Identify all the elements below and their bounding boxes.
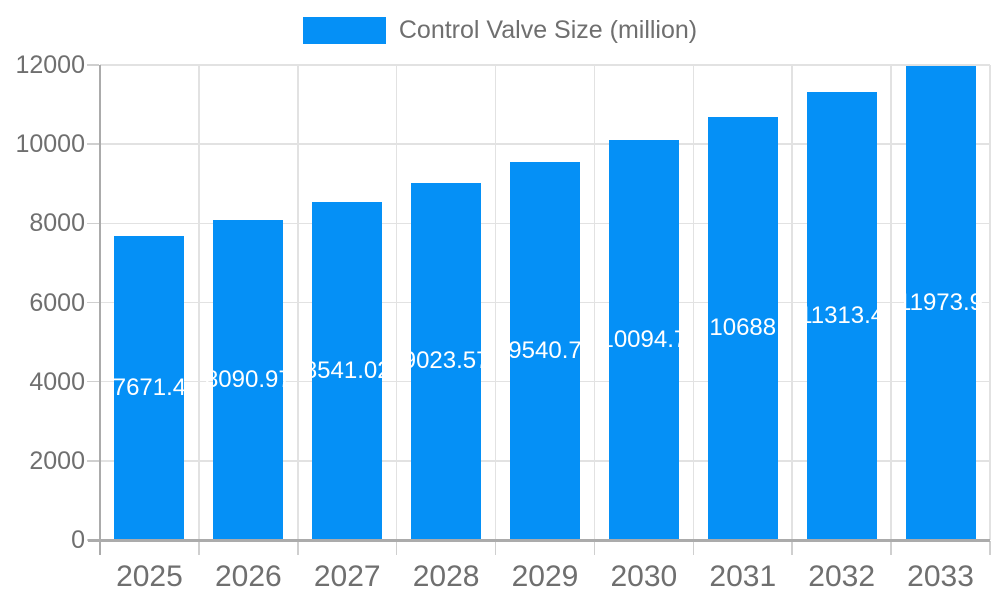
bar[interactable] [608,140,679,540]
y-tick-mark [87,301,99,304]
bar-value-label: 7671.4 [112,374,187,402]
x-tick-mark [395,541,398,555]
bar-value-label: 11313.4 [799,302,885,330]
x-tick-mark [791,541,793,555]
y-axis-tick-label: 2000 [29,446,85,475]
bar-value-label: 10688 [709,314,777,342]
x-tick-mark [692,541,695,555]
y-axis-tick-label: 10000 [15,130,85,159]
x-tick-mark [198,541,200,555]
bar[interactable] [806,92,877,540]
x-axis-tick-label: 2025 [116,560,183,593]
v-gridline [395,65,398,540]
bar[interactable] [411,182,482,540]
v-gridline [198,65,200,540]
x-axis-tick-label: 2026 [214,560,282,593]
x-axis-tick-label: 2029 [511,560,579,593]
bar[interactable] [905,66,976,540]
legend-label: Control Valve Size (million) [398,16,698,44]
x-axis-line [88,539,990,542]
y-axis-tick-label: 8000 [29,209,85,238]
x-tick-mark [297,541,299,555]
v-gridline [692,65,695,540]
y-tick-mark [87,222,99,225]
x-tick-mark [890,541,892,555]
bar[interactable] [510,162,580,540]
legend-item[interactable]: Control Valve Size (million) [0,17,1000,44]
v-gridline [989,65,991,540]
v-gridline [494,65,497,540]
x-tick-mark [494,541,497,555]
bar-value-label: 8090.97 [204,365,292,393]
x-axis-tick-label: 2032 [808,560,876,593]
legend-swatch [302,17,386,44]
v-gridline [297,65,299,540]
bar-value-label: 8541.02 [303,356,391,384]
x-axis-tick-label: 2033 [907,560,974,593]
bar-value-label: 10094.7 [600,326,688,354]
bar-value-label: 9023.57 [402,347,490,375]
y-axis-tick-label: 12000 [15,51,85,79]
bar[interactable] [114,236,185,540]
y-tick-mark [87,143,99,145]
x-axis-tick-label: 2028 [412,560,480,593]
y-tick-mark [87,380,99,383]
h-gridline [100,64,990,66]
h-gridline [100,143,990,145]
bar[interactable] [213,219,284,540]
bar-value-label: 11973.9 [898,289,984,317]
y-tick-mark [87,64,99,66]
y-axis-line [98,65,101,555]
x-tick-mark [593,541,596,555]
y-axis-tick-label: 6000 [29,288,85,317]
x-axis-tick-label: 2031 [709,560,777,593]
bar[interactable] [707,116,778,540]
x-axis-tick-label: 2027 [313,560,381,593]
y-tick-mark [87,460,99,462]
v-gridline [890,65,892,540]
v-gridline [791,65,793,540]
bar-value-label: 9540.7 [508,337,582,365]
v-gridline [593,65,596,540]
x-axis-tick-label: 2030 [610,560,678,593]
bar[interactable] [312,201,383,540]
y-axis-tick-label: 0 [71,526,85,554]
y-axis-tick-label: 4000 [29,367,85,396]
x-tick-mark [989,541,991,555]
